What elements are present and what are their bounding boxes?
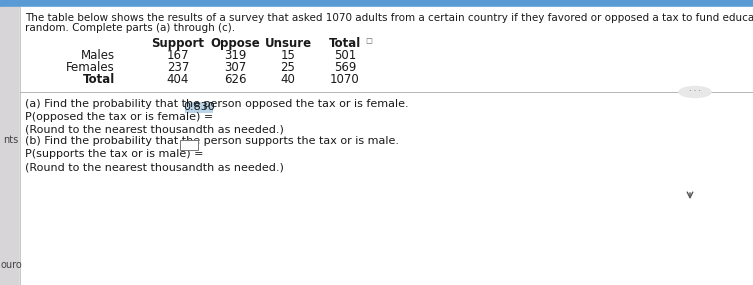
Text: nts: nts	[3, 135, 19, 145]
Text: (Round to the nearest thousandth as needed.): (Round to the nearest thousandth as need…	[25, 124, 284, 134]
Bar	[185, 102, 213, 113]
Text: 237: 237	[167, 61, 189, 74]
Text: The table below shows the results of a survey that asked 1070 adults from a cert: The table below shows the results of a s…	[25, 13, 753, 23]
Text: (b) Find the probability that the person supports the tax or is male.: (b) Find the probability that the person…	[25, 136, 399, 146]
Text: 501: 501	[334, 49, 356, 62]
Text: 0.830: 0.830	[183, 102, 215, 112]
Text: · · ·: · · ·	[689, 87, 701, 97]
Text: Oppose: Oppose	[210, 37, 260, 50]
Text: ouro: ouro	[0, 260, 22, 270]
Text: 1070: 1070	[330, 73, 360, 86]
Bar	[180, 139, 198, 150]
Text: 626: 626	[224, 73, 246, 86]
Text: (a) Find the probability that the person opposed the tax or is female.: (a) Find the probability that the person…	[25, 99, 409, 109]
Text: P(supports the tax or is male) =: P(supports the tax or is male) =	[25, 149, 203, 159]
Ellipse shape	[679, 87, 711, 97]
Text: 40: 40	[281, 73, 295, 86]
Text: Total: Total	[329, 37, 361, 50]
Text: 15: 15	[281, 49, 295, 62]
Text: P(opposed the tax or is female) =: P(opposed the tax or is female) =	[25, 112, 217, 122]
Text: 307: 307	[224, 61, 246, 74]
Text: (Round to the nearest thousandth as needed.): (Round to the nearest thousandth as need…	[25, 162, 284, 172]
Text: 569: 569	[334, 61, 356, 74]
Bar	[0, 0, 753, 7]
Text: Support: Support	[151, 37, 205, 50]
Bar	[0, 7, 20, 285]
Text: 25: 25	[281, 61, 295, 74]
Text: Males: Males	[81, 49, 115, 62]
Text: Total: Total	[83, 73, 115, 86]
Text: Unsure: Unsure	[264, 37, 312, 50]
Text: 404: 404	[167, 73, 189, 86]
Text: 319: 319	[224, 49, 246, 62]
Text: 167: 167	[166, 49, 189, 62]
Text: Females: Females	[66, 61, 115, 74]
Text: random. Complete parts (a) through (c).: random. Complete parts (a) through (c).	[25, 23, 235, 33]
Text: ◻: ◻	[365, 36, 372, 45]
